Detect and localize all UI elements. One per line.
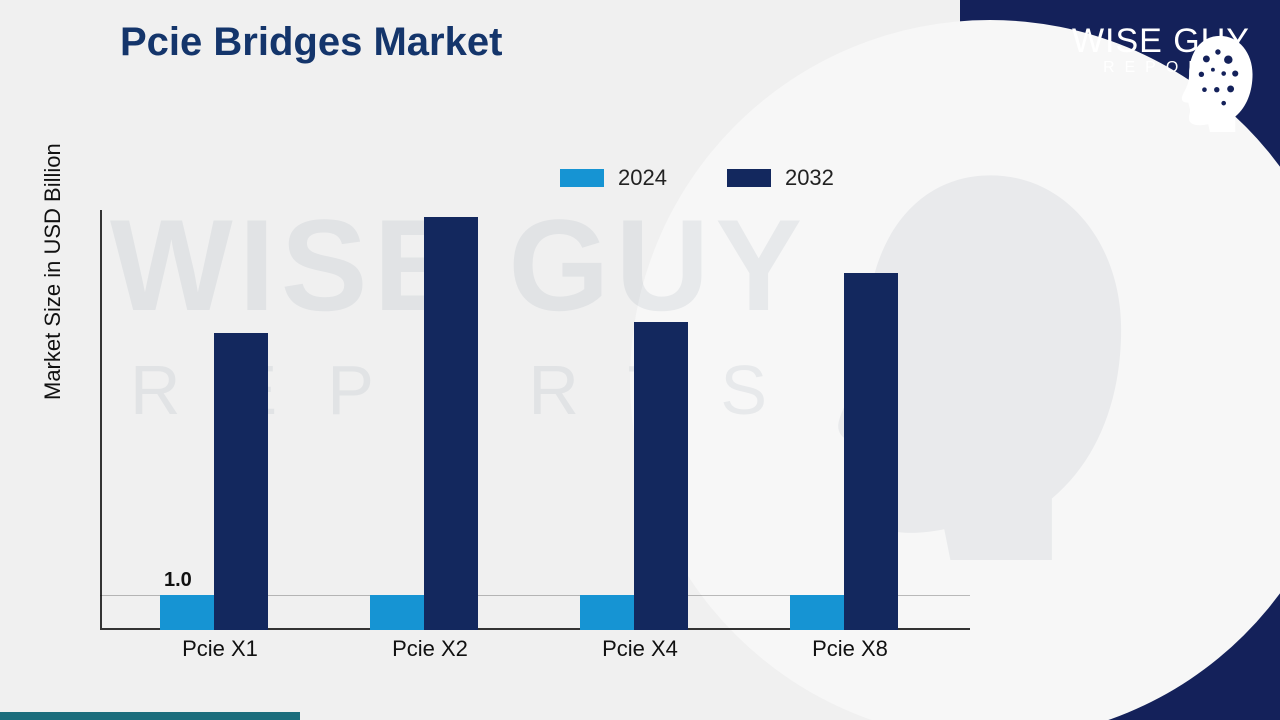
ytick-label: 1.0 bbox=[164, 569, 192, 592]
legend: 2024 2032 bbox=[560, 165, 834, 191]
plot-area: 1.0Pcie X1Pcie X2Pcie X4Pcie X8 bbox=[100, 210, 970, 630]
bar-series-2032 bbox=[424, 217, 478, 630]
bottom-accent-strip bbox=[0, 712, 300, 720]
bar-series-2032 bbox=[844, 273, 898, 630]
legend-item: 2024 bbox=[560, 165, 667, 191]
legend-label: 2024 bbox=[618, 165, 667, 191]
y-axis-label: Market Size in USD Billion bbox=[40, 143, 66, 400]
bar-series-2032 bbox=[214, 333, 268, 631]
x-tick-label: Pcie X4 bbox=[560, 636, 720, 662]
chart-title: Pcie Bridges Market bbox=[120, 20, 502, 65]
bar-series-2024 bbox=[160, 595, 214, 630]
brand-logo: WISE GUY REPORTS bbox=[1072, 22, 1250, 77]
y-axis-line bbox=[100, 210, 102, 630]
legend-swatch bbox=[727, 169, 771, 187]
brand-head-icon bbox=[1176, 32, 1256, 132]
bar-series-2024 bbox=[370, 595, 424, 630]
bar-series-2024 bbox=[580, 595, 634, 630]
x-tick-label: Pcie X1 bbox=[140, 636, 300, 662]
x-tick-label: Pcie X8 bbox=[770, 636, 930, 662]
legend-swatch bbox=[560, 169, 604, 187]
bar-series-2024 bbox=[790, 595, 844, 630]
bar-series-2032 bbox=[634, 322, 688, 630]
legend-label: 2032 bbox=[785, 165, 834, 191]
legend-item: 2032 bbox=[727, 165, 834, 191]
x-tick-label: Pcie X2 bbox=[350, 636, 510, 662]
figure-canvas: WISE GUY REPORTS Pcie Bridges Market WIS… bbox=[0, 0, 1280, 720]
